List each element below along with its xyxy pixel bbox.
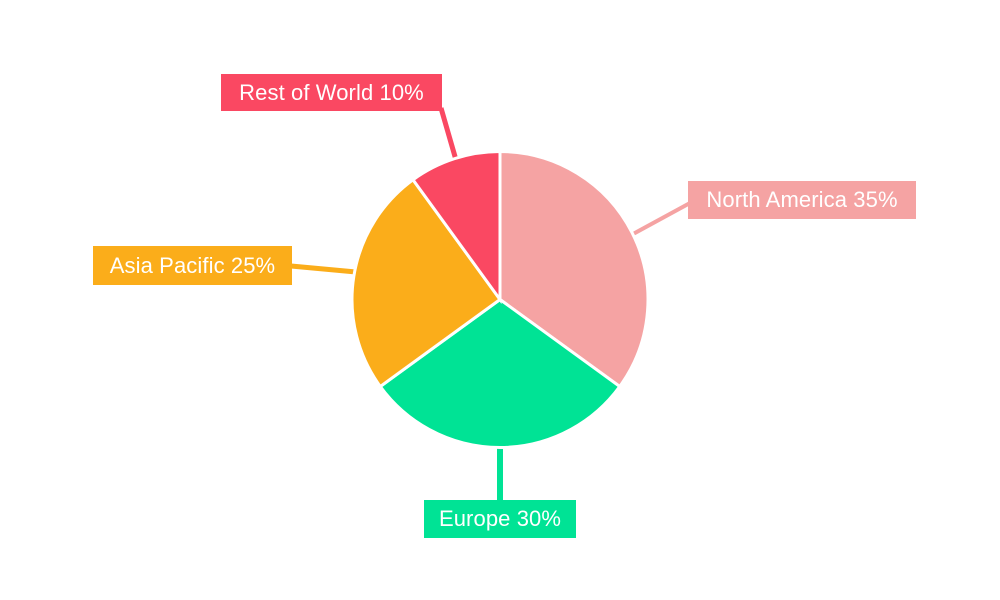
pie-slice-europe[interactable] bbox=[378, 297, 622, 449]
leader-line-asia-pacific bbox=[290, 263, 357, 275]
pie-label-asia-pacific[interactable]: Asia Pacific 25% bbox=[93, 246, 292, 285]
pie-slice-rest-of-world[interactable] bbox=[410, 149, 502, 305]
pie-label-rest-of-world-text: Rest of World 10% bbox=[239, 79, 424, 105]
leader-line-north-america bbox=[632, 201, 691, 236]
pie-label-rest-of-world[interactable]: Rest of World 10% bbox=[221, 74, 442, 111]
pie-label-asia-pacific-text: Asia Pacific 25% bbox=[109, 252, 276, 278]
pie-label-north-america[interactable]: North America 35% bbox=[688, 181, 916, 219]
pie-label-europe[interactable]: Europe 30% bbox=[424, 500, 576, 538]
pie-label-europe-text: Europe 30% bbox=[438, 506, 562, 531]
pie-slice-asia-pacific[interactable] bbox=[350, 177, 503, 389]
pie-slices-group bbox=[350, 149, 650, 449]
pie-slice-north-america[interactable] bbox=[498, 149, 650, 389]
leader-line-rest-of-world bbox=[438, 107, 459, 161]
pie-label-north-america-text: North America 35% bbox=[706, 187, 898, 212]
